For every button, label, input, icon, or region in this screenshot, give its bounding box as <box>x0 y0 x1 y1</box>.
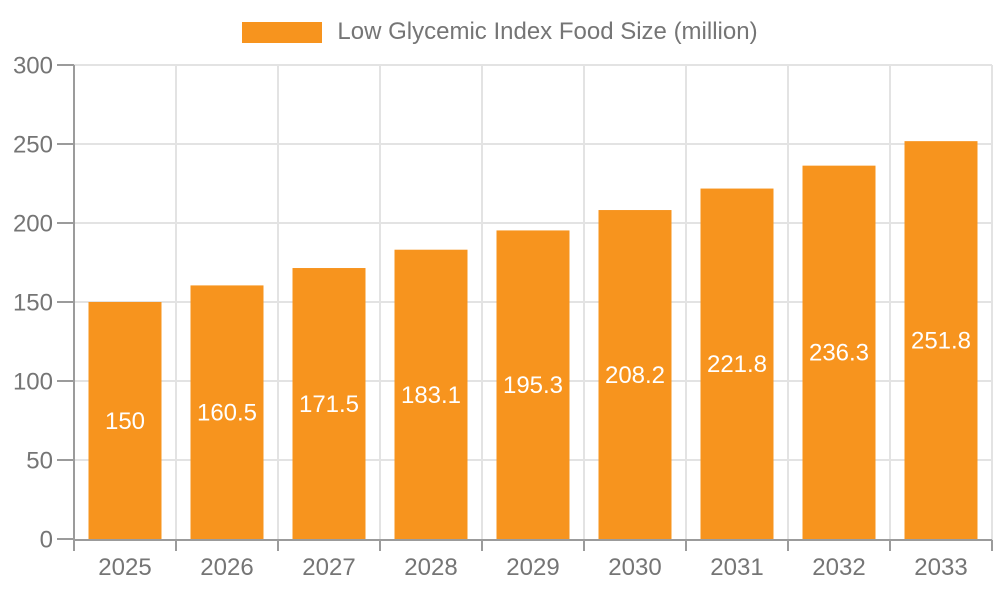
bar-2033[interactable] <box>904 141 978 539</box>
legend-swatch <box>242 21 323 43</box>
bar-value-label: 208.2 <box>605 362 665 389</box>
legend: Low Glycemic Index Food Size (million) <box>0 18 1000 47</box>
bar-value-label: 221.8 <box>707 351 767 378</box>
y-tick-label: 200 <box>13 210 53 237</box>
bar-2029[interactable] <box>496 230 570 539</box>
bar-value-label: 160.5 <box>197 400 257 427</box>
bar-2028[interactable] <box>394 249 468 539</box>
bar-value-label: 171.5 <box>299 391 359 418</box>
y-tick-label: 50 <box>26 447 53 474</box>
bar-value-label: 183.1 <box>401 382 461 409</box>
bar-value-label: 251.8 <box>911 327 971 354</box>
x-tick-label-2025: 2025 <box>98 554 151 581</box>
y-tick-label: 250 <box>13 131 53 158</box>
x-tick-label-2030: 2030 <box>608 554 661 581</box>
bar-2030[interactable] <box>598 210 672 539</box>
x-tick-label-2027: 2027 <box>302 554 355 581</box>
x-tick-label-2033: 2033 <box>914 554 967 581</box>
x-tick-label-2029: 2029 <box>506 554 559 581</box>
x-tick-label-2028: 2028 <box>404 554 457 581</box>
legend-label: Low Glycemic Index Food Size (million) <box>337 18 758 45</box>
x-tick-label-2031: 2031 <box>710 554 763 581</box>
bar-value-label: 150 <box>105 408 145 435</box>
bar-value-label: 236.3 <box>809 340 869 367</box>
legend-item[interactable]: Low Glycemic Index Food Size (million) <box>242 18 758 47</box>
y-tick-label: 0 <box>40 526 53 553</box>
bar-value-label: 195.3 <box>503 372 563 399</box>
y-tick-label: 100 <box>13 368 53 395</box>
bar-2027[interactable] <box>292 268 366 539</box>
bar-2025[interactable] <box>88 302 162 539</box>
bar-2031[interactable] <box>700 188 774 539</box>
y-tick-label: 300 <box>13 52 53 79</box>
bar-2032[interactable] <box>802 165 876 539</box>
x-tick-label-2026: 2026 <box>200 554 253 581</box>
bar-2026[interactable] <box>190 285 264 539</box>
y-tick-label: 150 <box>13 289 53 316</box>
x-tick-label-2032: 2032 <box>812 554 865 581</box>
